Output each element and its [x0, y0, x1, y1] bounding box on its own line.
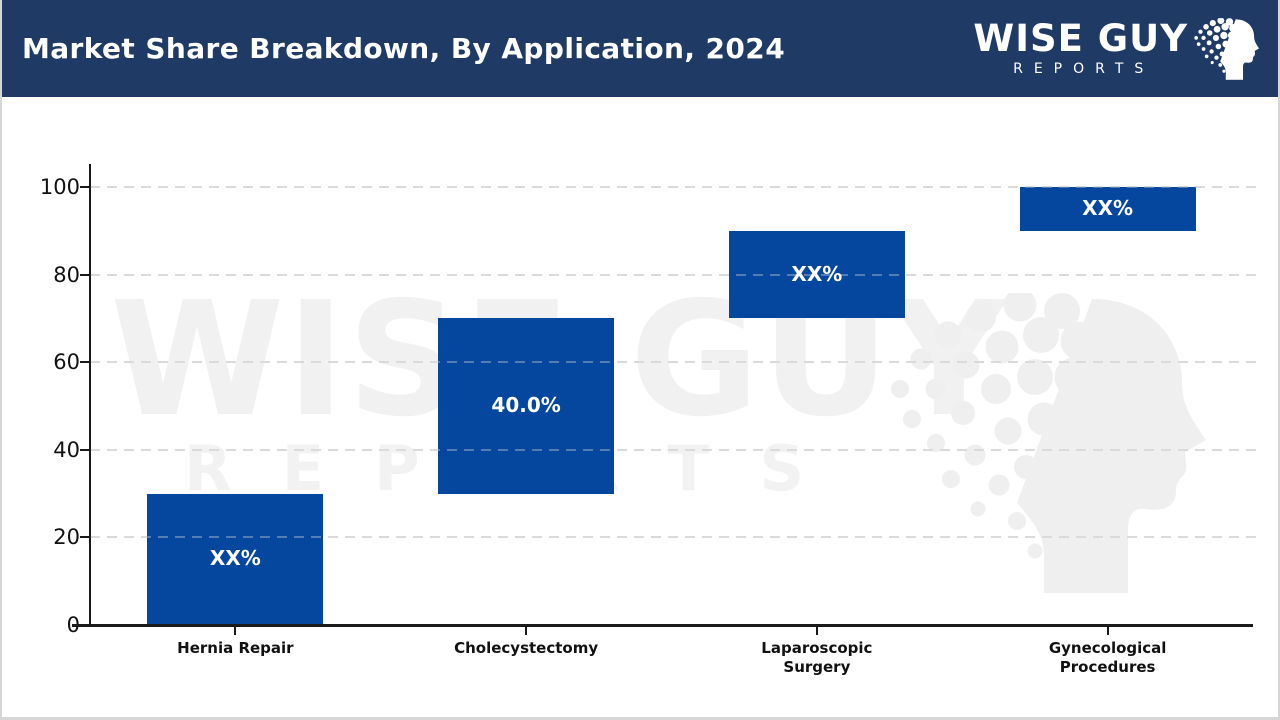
y-axis-tick-label-80: 80: [53, 262, 80, 287]
bar-label-gynecological-procedures: XX%: [1082, 195, 1134, 220]
logo-subtitle: REPORTS: [1013, 61, 1155, 77]
x-axis-category-label-cholecystectomy: Cholecystectomy: [454, 639, 599, 657]
bar-segment-laparoscopic-surgery: [728, 230, 905, 319]
y-axis-line: [89, 164, 91, 627]
y-axis-tick-mark-40: [80, 448, 89, 451]
y-axis-tick-mark-80: [80, 273, 89, 276]
gridline-80: [90, 273, 1260, 276]
y-axis-tick-label-0: 0: [18, 614, 80, 636]
y-axis-tick-label-20: 20: [53, 525, 80, 550]
gridline-100: [90, 186, 1260, 188]
gridline-overlay-80: [90, 273, 1260, 276]
watermark-dotted-head-icon: [870, 218, 1230, 668]
y-axis-tick-mark-20: [80, 536, 89, 539]
header-bar: Market Share Breakdown, By Application, …: [2, 0, 1278, 97]
x-axis-category-label-laparoscopic-surgery: Laparoscopic Surgery: [761, 639, 873, 676]
bar-segment-cholecystectomy: [438, 318, 615, 494]
gridline-20: [90, 536, 1260, 539]
bar-label-laparoscopic-surgery: XX%: [791, 261, 843, 286]
page-title: Market Share Breakdown, By Application, …: [22, 32, 786, 65]
dotted-head-logo-icon: [1190, 7, 1264, 91]
y-axis-tick-label-40: 40: [53, 437, 80, 462]
gridline-overlay-60: [90, 361, 1260, 364]
gridline-60: [90, 361, 1260, 364]
x-axis-tick-mark-laparoscopic-surgery: [815, 626, 818, 635]
logo-wordmark: WISE GUY: [973, 17, 1188, 60]
x-axis-tick-mark-hernia-repair: [234, 626, 237, 635]
gridline-overlay-40: [90, 448, 1260, 451]
wise-guy-reports-logo: WISE GUY REPORTS: [973, 5, 1264, 93]
x-axis-category-label-gynecological-procedures: Gynecological Procedures: [1048, 639, 1167, 676]
x-axis-category-label-hernia-repair: Hernia Repair: [177, 639, 294, 657]
x-axis-tick-mark-gynecological-procedures: [1106, 626, 1109, 635]
bar-segment-gynecological-procedures: [1019, 187, 1196, 231]
y-axis-tick-mark-100: [80, 186, 89, 188]
logo-text: WISE GUY REPORTS: [973, 20, 1188, 77]
gridline-40: [90, 448, 1260, 451]
y-axis-tick-label-100: 100: [39, 175, 80, 199]
bar-segment-hernia-repair: [147, 493, 324, 625]
bar-label-cholecystectomy: 40.0%: [491, 393, 561, 417]
bar-label-hernia-repair: XX%: [209, 546, 261, 571]
x-axis-line: [72, 624, 1253, 627]
gridline-overlay-100: [90, 186, 1260, 188]
y-axis-tick-mark-60: [80, 361, 89, 364]
gridline-overlay-20: [90, 536, 1260, 539]
x-axis-tick-mark-cholecystectomy: [525, 626, 528, 635]
y-axis-tick-label-60: 60: [53, 350, 80, 375]
